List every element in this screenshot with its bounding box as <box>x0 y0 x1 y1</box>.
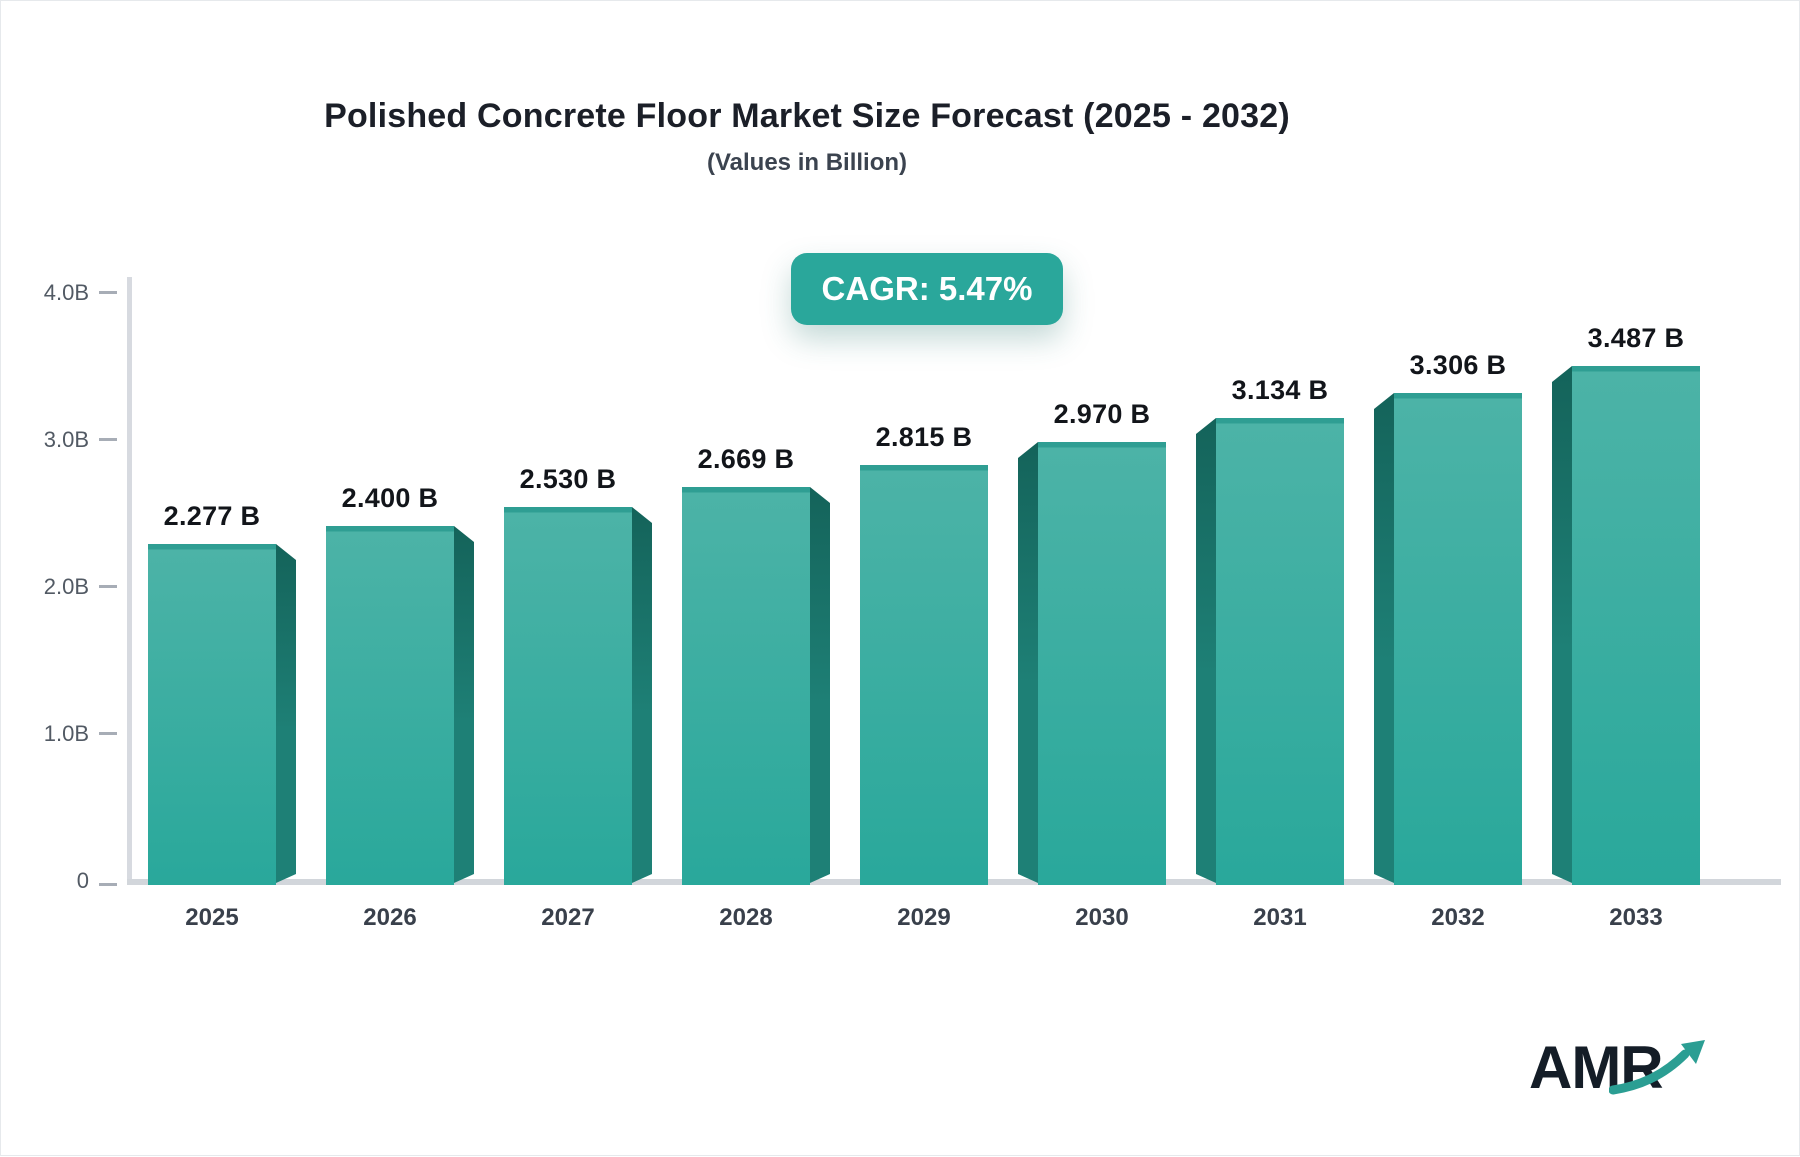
y-axis-tick-mark <box>99 438 117 441</box>
bar-value-label-2025: 2.277 B <box>163 501 261 531</box>
bar-side-2025 <box>276 544 296 883</box>
bar-face-2026 <box>326 526 454 885</box>
amr-logo-text: AMR <box>1529 1034 1664 1101</box>
y-axis-tick-label: 1.0B <box>43 721 89 746</box>
y-axis-tick-mark <box>99 585 117 588</box>
x-axis-label-2030: 2030 <box>1075 904 1129 931</box>
y-axis-tick-label: 2.0B <box>43 574 89 599</box>
y-axis-tick-label: 3.0B <box>43 427 89 452</box>
bar-value-label-2033: 3.487 B <box>1587 323 1685 353</box>
x-axis-label-2025: 2025 <box>185 904 239 931</box>
cagr-badge: CAGR: 5.47% <box>791 253 1063 325</box>
bar-side-2028 <box>810 487 830 883</box>
bar-value-label-2027: 2.530 B <box>519 464 617 494</box>
bar-face-2027 <box>504 507 632 885</box>
bar-value-label-2030: 2.970 B <box>1053 399 1151 429</box>
x-axis-label-2026: 2026 <box>363 904 417 931</box>
bar-side-2032 <box>1374 393 1394 883</box>
y-axis-tick-mark <box>99 883 117 886</box>
bar-value-label-2032: 3.306 B <box>1409 350 1507 380</box>
bar-face-2032 <box>1394 393 1522 885</box>
bar-face-2030 <box>1038 442 1166 885</box>
x-axis-label-2029: 2029 <box>897 904 951 931</box>
bar-value-label-2028: 2.669 B <box>697 444 795 474</box>
page-title: Polished Concrete Floor Market Size Fore… <box>324 97 1290 135</box>
bar-face-2031 <box>1216 418 1344 885</box>
bar-face-2025 <box>148 544 276 885</box>
y-axis-line <box>127 277 132 885</box>
trend-up-arrow-icon <box>1609 1040 1705 1095</box>
bar-face-2028 <box>682 487 810 885</box>
bar-value-label-2029: 2.815 B <box>875 422 973 452</box>
bar-side-2027 <box>632 507 652 883</box>
y-axis-tick-mark <box>99 732 117 735</box>
bar-side-2030 <box>1018 442 1038 883</box>
amr-logo: AMR <box>1529 1033 1719 1113</box>
x-axis-label-2033: 2033 <box>1609 904 1663 931</box>
bar-face-2029 <box>860 465 988 885</box>
y-axis-tick-label: 0 <box>76 868 89 893</box>
bar-face-2033 <box>1572 366 1700 885</box>
y-axis-tick-label: 4.0B <box>43 280 89 305</box>
bar-side-2033 <box>1552 366 1572 883</box>
bar-value-label-2031: 3.134 B <box>1231 375 1329 405</box>
bar-side-2026 <box>454 526 474 883</box>
x-axis-label-2032: 2032 <box>1431 904 1485 931</box>
bar-value-label-2026: 2.400 B <box>341 483 439 513</box>
x-axis-label-2028: 2028 <box>719 904 773 931</box>
x-axis-label-2031: 2031 <box>1253 904 1307 931</box>
page-subtitle: (Values in Billion) <box>706 149 908 176</box>
y-axis-tick-mark <box>99 291 117 294</box>
x-axis-label-2027: 2027 <box>541 904 595 931</box>
bar-side-2031 <box>1196 418 1216 883</box>
